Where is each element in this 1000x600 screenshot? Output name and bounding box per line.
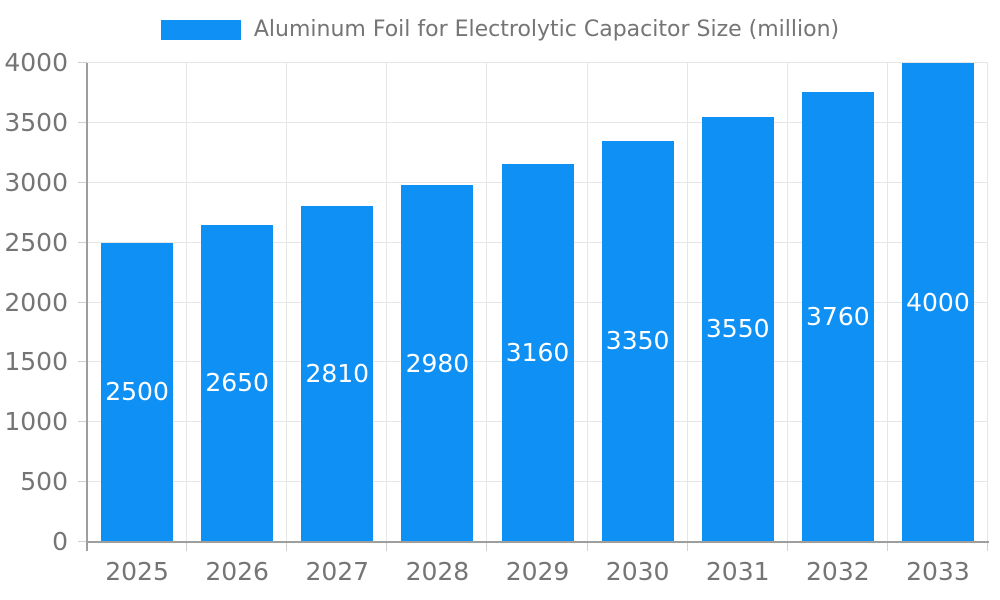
- bar-2027: [301, 205, 374, 542]
- y-axis-tick-label: 3000: [4, 167, 68, 197]
- x-axis-tick-label: 2028: [405, 557, 470, 586]
- bar-2031: [701, 116, 774, 542]
- bar-2033: [901, 63, 974, 542]
- gridline-x: [186, 63, 188, 542]
- x-axis-tick-label: 2031: [705, 557, 770, 586]
- x-axis-tick-label: 2026: [205, 557, 269, 586]
- y-axis-tick-label: 1000: [4, 407, 68, 437]
- y-axis-tick-label: 500: [20, 467, 68, 497]
- legend-label: Aluminum Foil for Electrolytic Capacitor…: [253, 17, 840, 42]
- x-tick: [286, 542, 288, 551]
- x-tick: [486, 542, 488, 551]
- bar-2029: [501, 163, 574, 542]
- x-axis-tick-label: 2027: [305, 557, 370, 586]
- gridline-x: [886, 63, 888, 542]
- y-tick: [78, 361, 87, 363]
- x-tick: [786, 542, 788, 551]
- legend-swatch: [160, 19, 241, 40]
- gridline-x: [386, 63, 388, 542]
- y-tick: [78, 541, 87, 542]
- x-tick: [886, 542, 888, 551]
- x-tick: [386, 542, 388, 551]
- y-axis-tick-label: 2000: [4, 287, 68, 317]
- y-tick: [78, 241, 87, 243]
- bar-value-label: 2650: [205, 368, 269, 398]
- x-axis-line: [86, 541, 989, 543]
- y-tick: [78, 181, 87, 183]
- y-axis-line: [86, 63, 88, 551]
- y-tick: [78, 301, 87, 303]
- x-axis-tick-label: 2033: [906, 557, 970, 586]
- y-axis-tick-label: 0: [52, 527, 68, 556]
- gridline-y: [87, 121, 988, 123]
- bar-value-label: 4000: [906, 287, 970, 317]
- x-axis-tick-label: 2029: [505, 557, 570, 586]
- bar-2025: [101, 242, 174, 542]
- bar-2028: [401, 185, 474, 542]
- bar-value-label: 2980: [405, 348, 470, 378]
- x-tick: [987, 542, 988, 551]
- y-axis-tick-label: 3500: [4, 107, 68, 137]
- y-axis-tick-label: 4000: [4, 48, 68, 77]
- bar-2032: [801, 91, 874, 542]
- bar-value-label: 2810: [305, 358, 370, 388]
- gridline-x: [286, 63, 288, 542]
- y-axis-tick-label: 2500: [4, 227, 68, 257]
- y-tick: [78, 62, 87, 63]
- gridline-x: [987, 63, 988, 542]
- gridline-x: [786, 63, 788, 542]
- gridline-x: [686, 63, 688, 542]
- y-tick: [78, 481, 87, 483]
- bar-2026: [201, 224, 274, 542]
- y-tick: [78, 121, 87, 123]
- y-tick: [78, 421, 87, 423]
- bar-value-label: 3550: [705, 314, 770, 344]
- y-axis-tick-label: 1500: [4, 347, 68, 377]
- x-tick: [186, 542, 188, 551]
- gridline-x: [486, 63, 488, 542]
- gridline-y: [87, 62, 988, 63]
- x-axis-tick-label: 2030: [605, 557, 670, 586]
- gridline-x: [586, 63, 588, 542]
- x-tick: [586, 542, 588, 551]
- bar-value-label: 2500: [105, 377, 169, 407]
- bar-value-label: 3350: [605, 326, 670, 356]
- bar-2030: [601, 140, 674, 542]
- x-axis-tick-label: 2032: [806, 557, 870, 586]
- x-axis-tick-label: 2025: [105, 557, 169, 586]
- chart-legend[interactable]: Aluminum Foil for Electrolytic Capacitor…: [0, 17, 1000, 42]
- bar-value-label: 3760: [806, 301, 870, 331]
- x-tick: [686, 542, 688, 551]
- bar-value-label: 3160: [505, 337, 570, 367]
